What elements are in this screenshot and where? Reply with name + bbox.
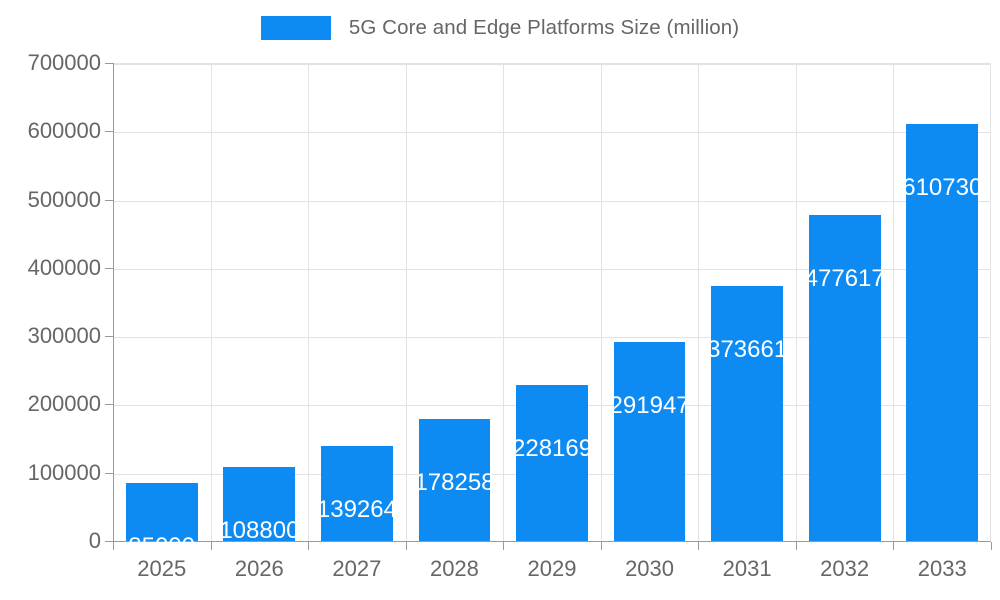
gridline-vertical: [893, 64, 895, 541]
legend-item[interactable]: 5G Core and Edge Platforms Size (million…: [260, 16, 740, 40]
x-axis-tick-mark: [601, 542, 602, 550]
gridline-vertical: [795, 64, 797, 541]
x-axis-tick-mark: [991, 542, 992, 550]
x-axis-tick-label: 2027: [332, 556, 382, 581]
gridline-vertical: [405, 64, 407, 541]
y-axis-tick-label: 500000: [27, 186, 101, 212]
bar[interactable]: [906, 123, 979, 541]
bar[interactable]: [321, 445, 393, 541]
x-axis-tick-label: 2026: [234, 556, 284, 581]
gridline-horizontal: [113, 337, 990, 339]
gridline-vertical: [698, 64, 700, 541]
y-axis-tick-mark: [105, 404, 113, 405]
x-axis-tick-mark: [308, 542, 309, 550]
y-axis-tick-label: 400000: [27, 254, 101, 280]
x-axis-tick-label: 2031: [722, 556, 772, 581]
bar[interactable]: [516, 385, 588, 541]
gridline-vertical: [210, 64, 212, 541]
x-axis-line: [113, 541, 991, 542]
y-axis-tick-mark: [105, 63, 113, 64]
x-axis-tick-mark: [211, 542, 212, 550]
legend-label: 5G Core and Edge Platforms Size (million…: [348, 16, 740, 39]
y-axis-tick-mark: [105, 541, 113, 542]
x-axis-tick-label: 2033: [917, 556, 967, 581]
legend-color-swatch: [260, 16, 331, 40]
y-axis-tick-label: 700000: [27, 50, 101, 75]
y-axis-tick-label: 600000: [27, 118, 101, 144]
gridline-horizontal: [113, 200, 990, 202]
y-axis-tick-label: 300000: [27, 323, 101, 349]
y-axis-tick-label: 0: [88, 528, 101, 553]
y-axis-tick-mark: [105, 336, 113, 337]
gridline-horizontal: [113, 132, 990, 134]
gridline-vertical: [600, 64, 602, 541]
gridline-vertical: [308, 64, 310, 541]
x-axis-tick-label: 2029: [527, 556, 577, 581]
chart-legend: 5G Core and Edge Platforms Size (million…: [0, 0, 1000, 56]
x-axis-tick-mark: [698, 542, 699, 550]
x-axis-tick-mark: [796, 542, 797, 550]
y-axis-tick-label: 200000: [27, 391, 101, 417]
x-axis-tick-label: 2025: [137, 556, 187, 581]
y-axis-tick-mark: [105, 200, 113, 201]
y-axis-tick-mark: [105, 473, 113, 474]
gridline-vertical: [503, 64, 505, 541]
x-axis-tick-label: 2030: [625, 556, 675, 581]
x-axis-tick-mark: [113, 542, 114, 550]
y-axis-tick-labels: 0 100000 200000 300000 400000 500000 600000 700…: [0, 0, 101, 600]
x-axis-tick-label: 2028: [429, 556, 479, 581]
y-axis-tick-label: 100000: [27, 459, 101, 485]
y-axis-tick-mark: [105, 268, 113, 269]
y-axis-line: [113, 63, 114, 542]
bar[interactable]: [711, 285, 783, 541]
x-axis-tick-mark: [503, 542, 504, 550]
bar[interactable]: [808, 214, 881, 541]
y-axis-tick-mark: [105, 131, 113, 132]
x-axis-tick-mark: [893, 542, 894, 550]
gridline-horizontal: [113, 64, 990, 65]
bar[interactable]: [418, 419, 491, 541]
x-axis-tick-mark: [406, 542, 407, 550]
x-axis-tick-label: 2032: [820, 556, 870, 581]
bar[interactable]: [613, 341, 686, 541]
bar[interactable]: [223, 466, 296, 541]
gridline-horizontal: [113, 268, 990, 270]
bar[interactable]: [125, 482, 198, 541]
